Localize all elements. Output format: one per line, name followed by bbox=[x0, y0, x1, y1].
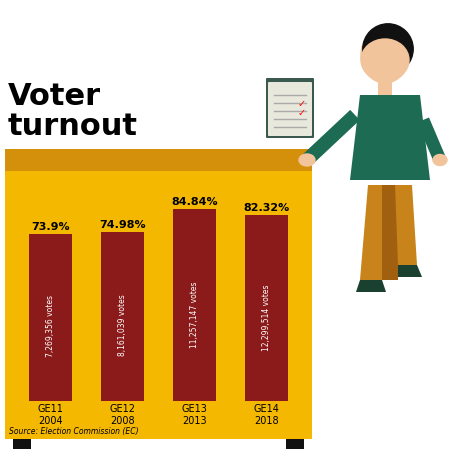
Ellipse shape bbox=[363, 24, 413, 74]
FancyBboxPatch shape bbox=[378, 81, 392, 95]
FancyBboxPatch shape bbox=[173, 209, 216, 401]
FancyBboxPatch shape bbox=[245, 215, 288, 401]
Text: 84.84%: 84.84% bbox=[171, 197, 218, 207]
FancyBboxPatch shape bbox=[382, 185, 398, 280]
Text: ✓: ✓ bbox=[298, 99, 306, 109]
Polygon shape bbox=[360, 185, 385, 280]
Text: 8,161,039 votes: 8,161,039 votes bbox=[118, 294, 127, 356]
Ellipse shape bbox=[361, 39, 409, 81]
Polygon shape bbox=[395, 185, 417, 265]
Text: Source: Election Commission (EC): Source: Election Commission (EC) bbox=[9, 427, 138, 436]
FancyBboxPatch shape bbox=[29, 234, 73, 401]
Text: GE14
2018: GE14 2018 bbox=[253, 404, 279, 425]
FancyBboxPatch shape bbox=[13, 439, 31, 449]
Text: 7,269,356 votes: 7,269,356 votes bbox=[46, 295, 55, 357]
FancyBboxPatch shape bbox=[266, 78, 314, 138]
FancyBboxPatch shape bbox=[286, 439, 304, 449]
Text: 82.32%: 82.32% bbox=[243, 203, 289, 213]
FancyBboxPatch shape bbox=[268, 82, 312, 136]
Polygon shape bbox=[302, 110, 360, 165]
Text: 11,257,147 votes: 11,257,147 votes bbox=[190, 282, 199, 348]
FancyBboxPatch shape bbox=[101, 232, 144, 401]
FancyBboxPatch shape bbox=[5, 149, 312, 171]
Ellipse shape bbox=[299, 154, 315, 166]
Text: Voter
turnout: Voter turnout bbox=[8, 82, 138, 141]
Text: 12,299,514 votes: 12,299,514 votes bbox=[262, 284, 271, 351]
Text: ✓: ✓ bbox=[298, 108, 306, 118]
Text: GE11
2004: GE11 2004 bbox=[38, 404, 64, 425]
Text: GE12
2008: GE12 2008 bbox=[109, 404, 136, 425]
Text: GE13
2013: GE13 2013 bbox=[182, 404, 207, 425]
Polygon shape bbox=[417, 117, 446, 163]
Polygon shape bbox=[356, 280, 386, 292]
Polygon shape bbox=[398, 265, 422, 277]
Polygon shape bbox=[350, 95, 430, 180]
Text: 73.9%: 73.9% bbox=[32, 222, 70, 232]
Text: 74.98%: 74.98% bbox=[100, 219, 146, 229]
Ellipse shape bbox=[433, 154, 447, 165]
Ellipse shape bbox=[361, 27, 409, 83]
FancyBboxPatch shape bbox=[5, 149, 312, 439]
